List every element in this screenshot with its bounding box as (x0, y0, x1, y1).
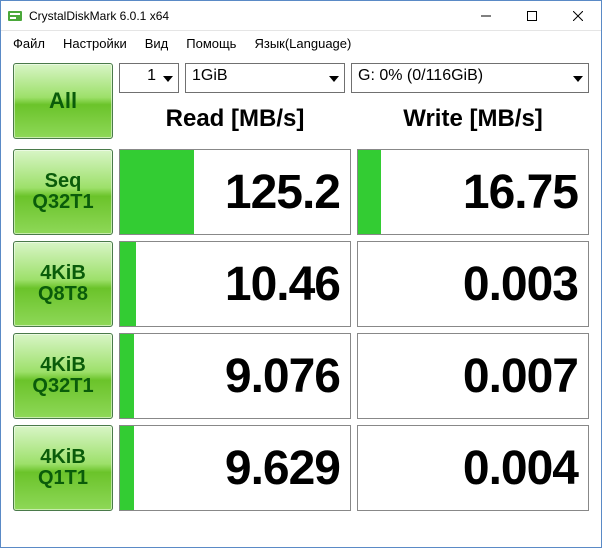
test-label-top: 4KiB (40, 263, 86, 284)
read-bar (120, 334, 134, 418)
write-value: 0.003 (463, 257, 578, 312)
results-grid: SeqQ32T1125.216.754KiBQ8T810.460.0034KiB… (13, 149, 589, 535)
close-button[interactable] (555, 1, 601, 30)
test-label-bottom: Q8T8 (38, 284, 88, 305)
read-value-cell: 10.46 (119, 241, 351, 327)
write-value-cell: 0.007 (357, 333, 589, 419)
test-label-top: 4KiB (40, 447, 86, 468)
all-button[interactable]: All (13, 63, 113, 139)
read-value: 125.2 (225, 165, 340, 220)
menubar: Файл Настройки Вид Помощь Язык(Language) (1, 31, 601, 55)
window-controls (463, 1, 601, 30)
runs-select[interactable]: 1 (119, 63, 179, 93)
window-title: CrystalDiskMark 6.0.1 x64 (29, 9, 463, 23)
test-label-bottom: Q32T1 (32, 192, 93, 213)
read-bar (120, 426, 134, 510)
result-row: 4KiBQ1T1 9.629 0.004 (13, 425, 589, 511)
write-value: 0.004 (463, 441, 578, 496)
write-value: 0.007 (463, 349, 578, 404)
test-button[interactable]: 4KiBQ32T1 (13, 333, 113, 419)
test-label-top: 4KiB (40, 355, 86, 376)
drive-select-wrap: G: 0% (0/116GiB) (351, 63, 589, 93)
test-label-top: Seq (45, 171, 82, 192)
test-label-bottom: Q1T1 (38, 468, 88, 489)
result-row: SeqQ32T1 125.2 16.75 (13, 149, 589, 235)
result-row: 4KiBQ32T1 9.076 0.007 (13, 333, 589, 419)
menu-settings[interactable]: Настройки (55, 34, 135, 53)
read-header: Read [MB/s] (119, 105, 351, 133)
read-value-cell: 125.2 (119, 149, 351, 235)
write-value-cell: 0.004 (357, 425, 589, 511)
app-icon (7, 8, 23, 24)
size-select-wrap: 1GiB (185, 63, 345, 93)
write-bar (358, 150, 381, 234)
menu-help[interactable]: Помощь (178, 34, 244, 53)
read-value: 9.629 (225, 441, 340, 496)
read-value: 10.46 (225, 257, 340, 312)
maximize-button[interactable] (509, 1, 555, 30)
size-select[interactable]: 1GiB (185, 63, 345, 93)
write-header: Write [MB/s] (357, 105, 589, 133)
read-value-cell: 9.076 (119, 333, 351, 419)
write-value-cell: 0.003 (357, 241, 589, 327)
content-area: All 1 1GiB G: 0% (0/116GiB) Read [MB/s] … (1, 55, 601, 547)
result-row: 4KiBQ8T8 10.46 0.003 (13, 241, 589, 327)
read-bar (120, 242, 136, 326)
test-label-bottom: Q32T1 (32, 376, 93, 397)
menu-language[interactable]: Язык(Language) (246, 34, 359, 53)
test-button[interactable]: 4KiBQ1T1 (13, 425, 113, 511)
read-value: 9.076 (225, 349, 340, 404)
test-button[interactable]: SeqQ32T1 (13, 149, 113, 235)
write-value: 16.75 (463, 165, 578, 220)
read-value-cell: 9.629 (119, 425, 351, 511)
runs-select-wrap: 1 (119, 63, 179, 93)
drive-select[interactable]: G: 0% (0/116GiB) (351, 63, 589, 93)
app-window: CrystalDiskMark 6.0.1 x64 Файл Настройки… (0, 0, 602, 548)
read-bar (120, 150, 194, 234)
write-value-cell: 16.75 (357, 149, 589, 235)
titlebar: CrystalDiskMark 6.0.1 x64 (1, 1, 601, 31)
menu-view[interactable]: Вид (137, 34, 177, 53)
test-button[interactable]: 4KiBQ8T8 (13, 241, 113, 327)
minimize-button[interactable] (463, 1, 509, 30)
menu-file[interactable]: Файл (5, 34, 53, 53)
